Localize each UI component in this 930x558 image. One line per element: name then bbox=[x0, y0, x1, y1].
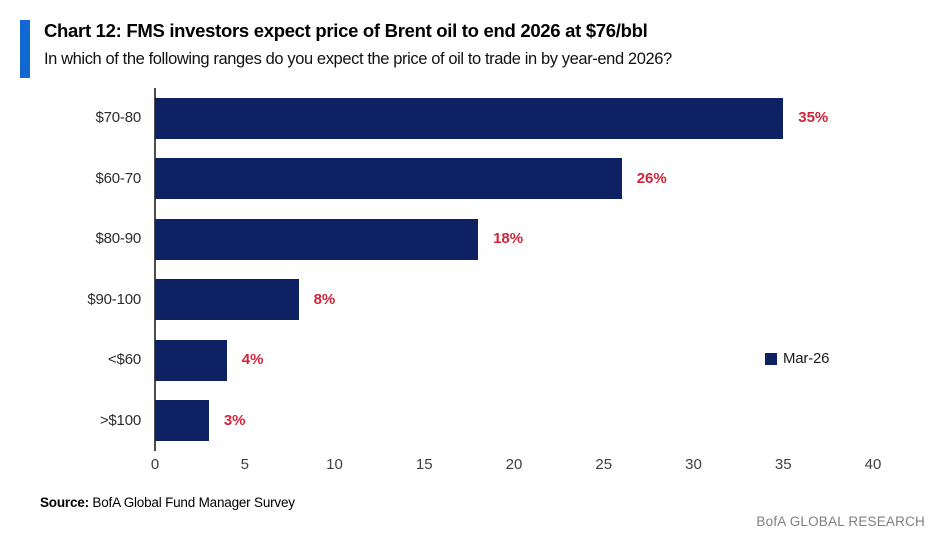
value-label-$60-70: 26% bbox=[636, 169, 667, 187]
y-axis-line bbox=[154, 88, 156, 451]
value-label-$90-100: 8% bbox=[313, 290, 336, 308]
category-label-$80-90: $80-90 bbox=[95, 230, 141, 248]
bar-<$60 bbox=[155, 339, 227, 381]
source-text: BofA Global Fund Manager Survey bbox=[88, 495, 295, 510]
chart-subtitle: In which of the following ranges do you … bbox=[44, 50, 672, 68]
title-accent-bar bbox=[20, 20, 30, 78]
bar->$100 bbox=[155, 400, 209, 442]
source-label: Source: bbox=[40, 495, 89, 510]
x-tick-label-40: 40 bbox=[864, 456, 882, 473]
x-tick-label-5: 5 bbox=[240, 456, 249, 473]
x-tick-label-10: 10 bbox=[326, 456, 343, 473]
x-tick-label-0: 0 bbox=[150, 456, 160, 473]
brand-text: BofA GLOBAL RESEARCH bbox=[756, 514, 925, 529]
legend-swatch-mar-26 bbox=[765, 352, 777, 365]
value-label->$100: 3% bbox=[223, 411, 246, 429]
x-tick-label-15: 15 bbox=[415, 456, 433, 473]
bar-$80-90 bbox=[155, 218, 479, 260]
category-label-$60-70: $60-70 bbox=[95, 169, 141, 187]
value-label-$70-80: 35% bbox=[798, 109, 829, 127]
bar-$70-80 bbox=[155, 97, 784, 139]
value-label-<$60: 4% bbox=[241, 351, 264, 369]
source-line: Source: BofA Global Fund Manager Survey bbox=[40, 495, 295, 510]
x-tick-label-25: 25 bbox=[595, 456, 613, 473]
chart-title: Chart 12: FMS investors expect price of … bbox=[44, 20, 648, 41]
category-label->$100: >$100 bbox=[99, 411, 141, 429]
x-tick-label-35: 35 bbox=[774, 456, 792, 473]
category-label-$90-100: $90-100 bbox=[87, 290, 141, 308]
category-label-$70-80: $70-80 bbox=[95, 109, 141, 127]
x-tick-label-20: 20 bbox=[505, 456, 523, 473]
bar-$90-100 bbox=[155, 279, 299, 321]
plot-area: $70-80 35% $60-70 26% $80-90 18% $90-100 8% <$60… bbox=[87, 88, 881, 473]
legend-label: Mar-26 bbox=[783, 350, 830, 367]
x-tick-label-30: 30 bbox=[685, 456, 702, 473]
value-label-$80-90: 18% bbox=[493, 230, 524, 248]
category-label-<$60: <$60 bbox=[108, 351, 141, 369]
bar-$60-70 bbox=[155, 158, 622, 200]
legend: Mar-26 bbox=[765, 350, 830, 367]
